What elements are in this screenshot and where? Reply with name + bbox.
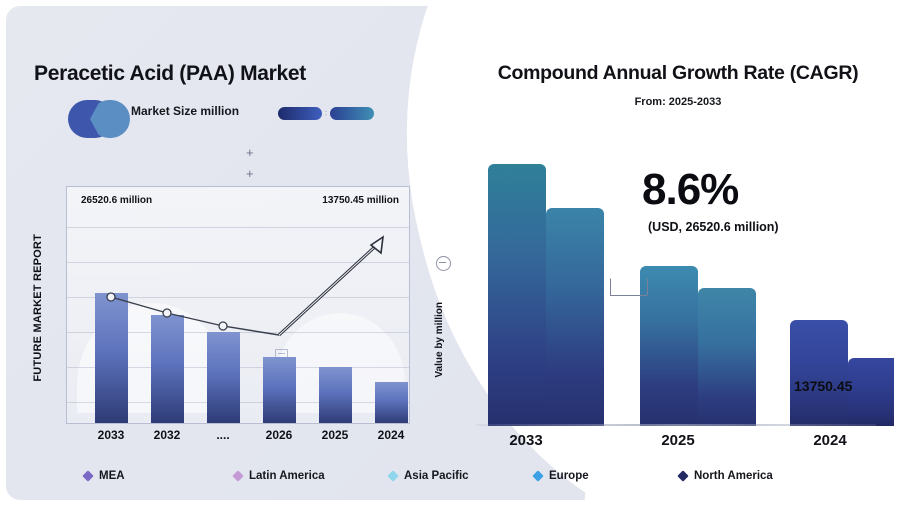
right-bar-2024-primary: [790, 320, 848, 426]
region-legend: MEA Latin America Asia Pacific Europe No…: [82, 470, 804, 482]
legend-marker-icon: [677, 470, 689, 482]
right-x-label-2024: 2024: [813, 432, 847, 449]
legend-item-asia-pacific[interactable]: Asia Pacific: [387, 470, 534, 482]
right-panel-title: Compound Annual Growth Rate (CAGR): [497, 62, 859, 84]
bracket-annotation: [610, 278, 648, 296]
bar-2024: [375, 382, 408, 423]
x-label-2025: 2025: [321, 428, 349, 442]
right-panel-subtitle: From: 2025-2033: [634, 96, 722, 108]
x-label-2032: 2032: [153, 428, 181, 442]
left-chart-value-start: 26520.6 million: [81, 195, 153, 206]
cagr-value: 8.6%: [642, 165, 739, 214]
trend-marker: [106, 292, 116, 302]
right-chart-value-callout: 13750.45: [794, 378, 853, 394]
minus-circle-icon: [436, 256, 451, 271]
right-chart-baseline: [476, 424, 876, 426]
legend-item-north-america[interactable]: North America: [677, 470, 773, 482]
left-chart-bars: [67, 187, 409, 423]
trend-line: [110, 296, 280, 336]
legend-item-latin-america[interactable]: Latin America: [232, 470, 389, 482]
left-chart-value-end: 13750.45 million: [322, 195, 399, 206]
series-chip-primary: [278, 107, 322, 120]
trend-marker: [162, 308, 172, 318]
legend-marker-icon: [232, 470, 244, 482]
right-bar-2025-secondary: [698, 288, 756, 426]
right-bar-2033-secondary: [546, 208, 604, 426]
growth-arrow-highlight: [278, 242, 380, 336]
legend-item-mea[interactable]: MEA: [82, 470, 234, 482]
right-x-label-2033: 2033: [509, 432, 543, 449]
bar-2033: [95, 293, 128, 423]
right-bar-chart: [468, 126, 894, 426]
legend-label: Latin America: [249, 470, 325, 482]
market-size-legend-label: Market Size million: [131, 104, 240, 118]
x-label-2024: 2024: [377, 428, 405, 442]
poster-card: Peracetic Acid (PAA) Market Market Size …: [6, 6, 894, 500]
legend-label: Asia Pacific: [404, 470, 469, 482]
series-chip-separator: :: [325, 110, 327, 117]
left-chart-x-axis: 2033 2032 .... 2026 2025 2024: [66, 428, 410, 448]
growth-arrow-head: [369, 235, 385, 255]
plus-icon: +: [246, 145, 254, 160]
legend-marker-icon: [532, 470, 544, 482]
bar-2026: [263, 357, 296, 423]
gridline: [67, 297, 409, 298]
x-label-ellipsis: ....: [216, 428, 230, 442]
series-chip-secondary: [329, 107, 374, 120]
plus-icon: +: [246, 166, 254, 181]
cagr-value-note: (USD, 26520.6 million): [648, 220, 779, 234]
right-chart-x-axis: 2033 2025 2024: [468, 432, 888, 456]
right-bar-2033-primary: [488, 164, 546, 426]
left-panel-title: Peracetic Acid (PAA) Market: [34, 62, 306, 85]
x-label-2033: 2033: [97, 428, 125, 442]
right-x-label-2025: 2025: [661, 432, 695, 449]
bar-ellipsis: [207, 332, 240, 423]
legend-item-europe[interactable]: Europe: [532, 470, 679, 482]
legend-label: North America: [694, 470, 773, 482]
plus-icon-group: + +: [246, 146, 254, 180]
left-chart-y-axis-label: FUTURE MARKET REPORT: [32, 234, 44, 382]
x-label-2026: 2026: [265, 428, 293, 442]
left-bar-chart: 26520.6 million 13750.45 million: [66, 186, 410, 424]
left-chart-trend-overlay: [106, 235, 385, 337]
right-bar-2025-primary: [640, 266, 698, 426]
legend-marker-icon: [82, 470, 94, 482]
two-lobe-logo-icon: [68, 100, 130, 138]
right-bar-2024-secondary: [848, 358, 894, 426]
bar-2025: [319, 367, 352, 423]
gridline: [67, 262, 409, 263]
left-chart-value-axis-label: Value by million: [434, 302, 445, 378]
gridline: [67, 227, 409, 228]
trend-marker: [218, 321, 228, 331]
series-color-chips: :: [278, 107, 374, 120]
bar-2032: [151, 315, 184, 423]
legend-label: Europe: [549, 470, 589, 482]
legend-marker-icon: [387, 470, 399, 482]
legend-label: MEA: [99, 470, 125, 482]
